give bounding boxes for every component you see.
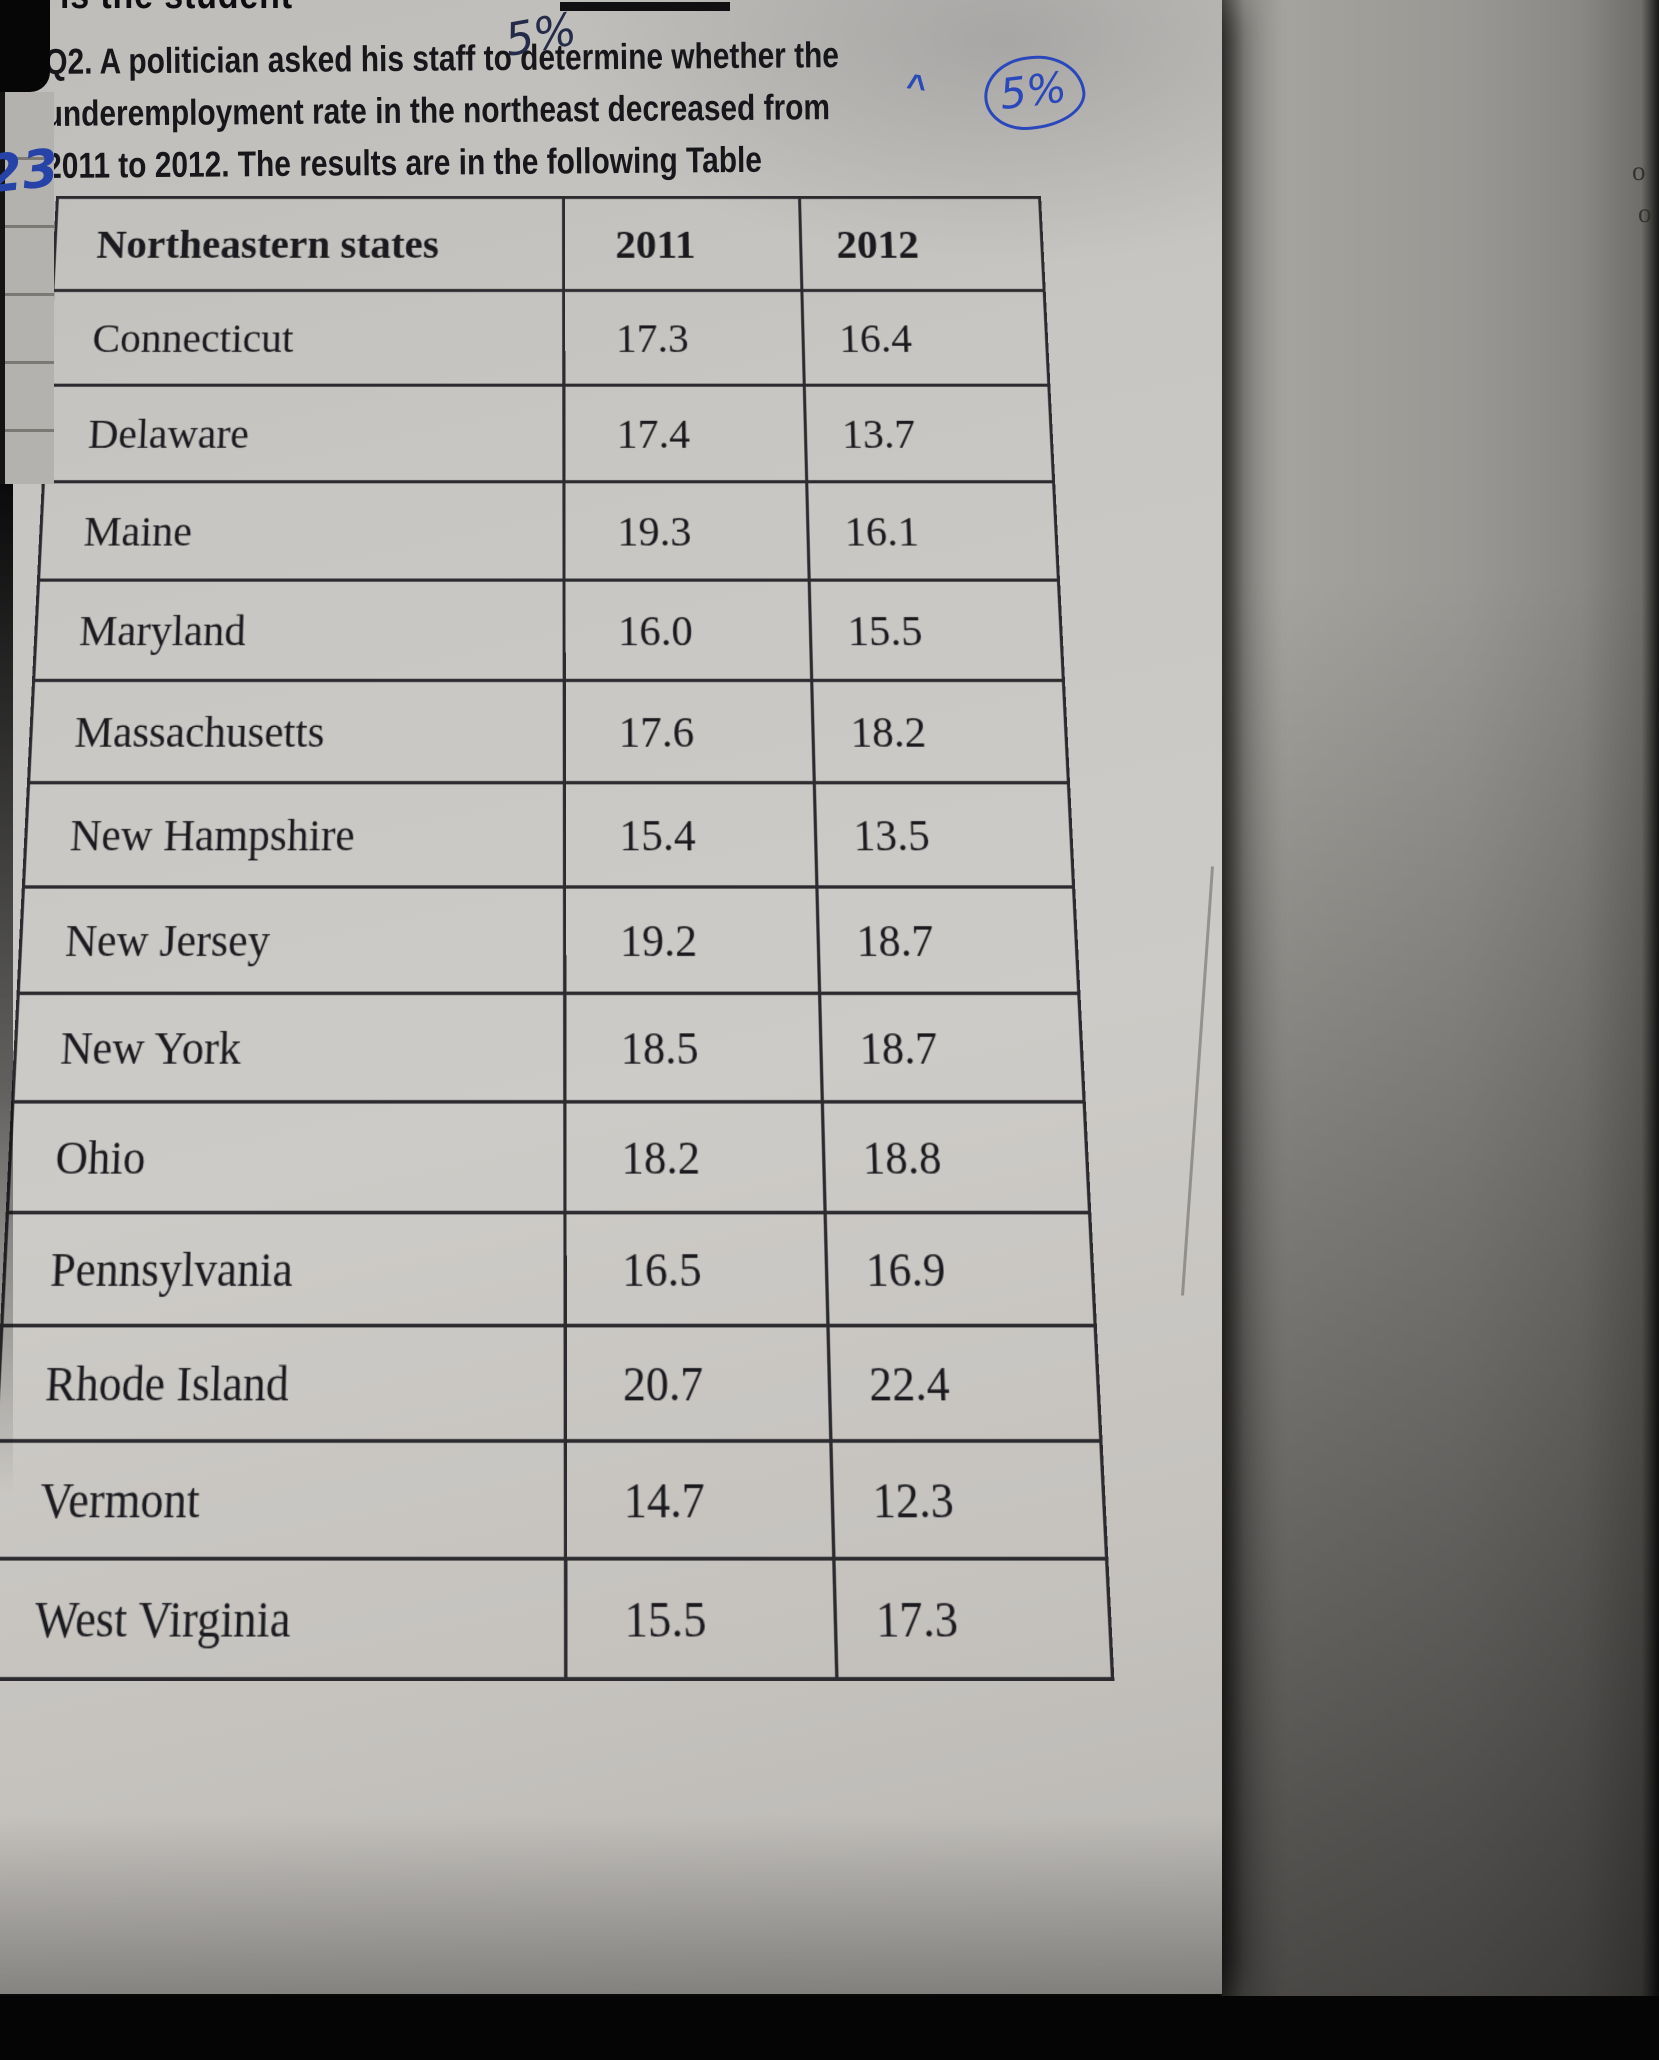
table-row: New Jersey 19.2 18.7 [18, 886, 1079, 994]
value-2012-cell: 16.9 [825, 1212, 1096, 1326]
state-cell: West Virginia [0, 1558, 566, 1679]
edge-partial-letter: o [1632, 156, 1646, 186]
value-2012-cell: 18.2 [811, 680, 1069, 783]
photo-bottom-edge [0, 1996, 1659, 2060]
value-2012-cell: 17.3 [833, 1558, 1113, 1679]
top-cutoff-text-content: is the student [60, 0, 293, 15]
table-row: Connecticut 17.3 16.4 [48, 290, 1049, 386]
table-row: West Virginia 15.5 17.3 [0, 1558, 1113, 1679]
handwritten-margin-number: 23 [0, 138, 62, 206]
value-2011-cell: 18.2 [564, 1101, 826, 1213]
value-2012-cell: 13.5 [814, 782, 1074, 887]
table-header-row: Northeastern states 2011 2012 [52, 197, 1045, 291]
value-2012-cell: 18.8 [822, 1101, 1090, 1213]
adjacent-page-edge [1222, 0, 1659, 2060]
underemployment-table: Northeastern states 2011 2012 Connecticu… [0, 196, 1114, 1681]
state-cell: Rhode Island [0, 1325, 566, 1441]
top-cutoff-text: is the student [60, 0, 820, 15]
table-row: Maine 19.3 16.1 [38, 481, 1059, 581]
table-row: New Hampshire 15.4 13.5 [23, 782, 1074, 887]
table-row: Vermont 14.7 12.3 [0, 1440, 1107, 1559]
state-cell: Delaware [43, 385, 564, 482]
value-2012-cell: 16.1 [806, 481, 1059, 581]
state-cell: New Hampshire [23, 782, 565, 887]
state-cell: Ohio [7, 1101, 566, 1213]
photo-left-edge-top [0, 0, 50, 92]
ruled-paper-edge [0, 92, 54, 484]
edge-partial-letter: o [1638, 198, 1652, 228]
value-2012-cell: 18.7 [816, 886, 1079, 994]
value-2012-cell: 12.3 [830, 1440, 1107, 1559]
value-2012-cell: 13.7 [804, 385, 1054, 482]
question-line-1: Q2. A politician asked his staff to dete… [44, 34, 840, 82]
value-2012-cell: 18.7 [819, 993, 1085, 1102]
table-row: New York 18.5 18.7 [12, 993, 1085, 1102]
state-cell: Maine [38, 481, 565, 581]
table-row: Pennsylvania 16.5 16.9 [1, 1212, 1096, 1326]
header-states: Northeastern states [52, 197, 564, 291]
top-cutoff-dash [560, 2, 730, 11]
value-2011-cell: 20.7 [565, 1325, 831, 1441]
question-line-2: underemployment rate in the northeast de… [44, 86, 831, 134]
value-2011-cell: 17.3 [563, 290, 805, 386]
paper-sheet: is the student Q2. A politician asked hi… [0, 0, 1222, 1994]
value-2011-cell: 16.0 [564, 580, 812, 681]
value-2012-cell: 16.4 [801, 290, 1049, 386]
value-2011-cell: 15.4 [564, 782, 817, 887]
value-2011-cell: 19.2 [564, 886, 820, 994]
value-2011-cell: 17.4 [563, 385, 807, 482]
photo-left-edge-shadow [0, 484, 13, 1494]
value-2011-cell: 14.7 [565, 1440, 834, 1559]
value-2011-cell: 18.5 [564, 993, 823, 1102]
value-2012-cell: 15.5 [809, 580, 1064, 681]
header-2011: 2011 [563, 197, 802, 291]
state-cell: Maryland [33, 580, 565, 681]
table-row: Massachusetts 17.6 18.2 [28, 680, 1069, 783]
state-cell: Massachusetts [28, 680, 565, 783]
table-row: Rhode Island 20.7 22.4 [0, 1325, 1101, 1441]
value-2011-cell: 16.5 [565, 1212, 828, 1326]
header-2012: 2012 [799, 197, 1045, 291]
state-cell: New Jersey [18, 886, 565, 994]
table-row: Ohio 18.2 18.8 [7, 1101, 1090, 1213]
state-cell: New York [12, 993, 565, 1102]
value-2012-cell: 22.4 [827, 1325, 1101, 1441]
question-line-3: 2011 to 2012. The results are in the fol… [44, 138, 763, 186]
state-cell: Pennsylvania [1, 1212, 566, 1326]
table-row: Delaware 17.4 13.7 [43, 385, 1054, 482]
value-2011-cell: 19.3 [563, 481, 810, 581]
state-cell: Connecticut [48, 290, 564, 386]
value-2011-cell: 17.6 [564, 680, 815, 783]
value-2011-cell: 15.5 [565, 1558, 837, 1679]
table-row: Maryland 16.0 15.5 [33, 580, 1064, 681]
state-cell: Vermont [0, 1440, 566, 1559]
